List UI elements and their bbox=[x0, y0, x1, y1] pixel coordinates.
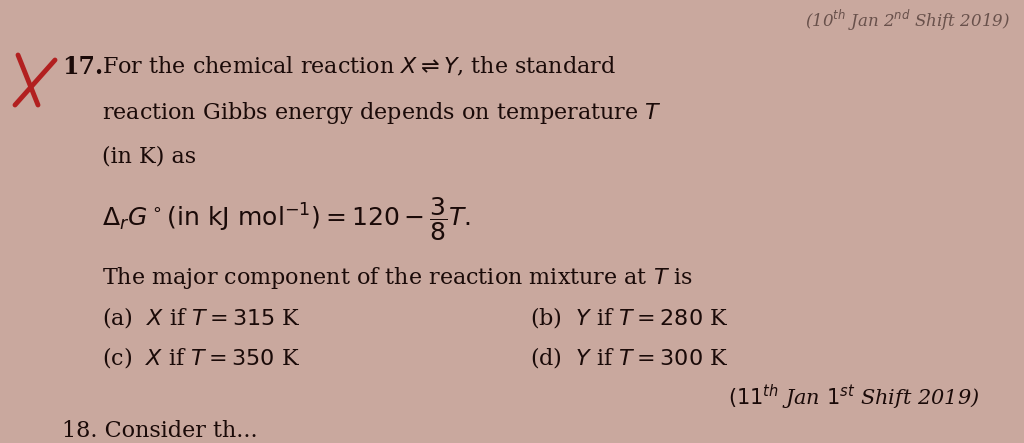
Text: (b)  $Y$ if $T = 280$ K: (b) $Y$ if $T = 280$ K bbox=[530, 305, 728, 330]
Text: 18. Consider th...: 18. Consider th... bbox=[62, 420, 258, 442]
Text: $\Delta_r G^\circ\mathrm{(in\ kJ\ mol^{-1})} = 120 - \dfrac{3}{8}T.$: $\Delta_r G^\circ\mathrm{(in\ kJ\ mol^{-… bbox=[102, 195, 471, 243]
Text: reaction Gibbs energy depends on temperature $T$: reaction Gibbs energy depends on tempera… bbox=[102, 100, 662, 126]
Text: For the chemical reaction $X \rightleftharpoons Y$, the standard: For the chemical reaction $X \rightlefth… bbox=[102, 55, 616, 78]
Text: The major component of the reaction mixture at $T$ is: The major component of the reaction mixt… bbox=[102, 265, 693, 291]
Text: (d)  $Y$ if $T = 300$ K: (d) $Y$ if $T = 300$ K bbox=[530, 345, 728, 370]
Text: 17.: 17. bbox=[62, 55, 103, 79]
Text: $(11^{th}$ Jan $1^{st}$ Shift 2019): $(11^{th}$ Jan $1^{st}$ Shift 2019) bbox=[728, 383, 980, 412]
Text: (a)  $X$ if $T = 315$ K: (a) $X$ if $T = 315$ K bbox=[102, 305, 301, 330]
Text: (c)  $X$ if $T = 350$ K: (c) $X$ if $T = 350$ K bbox=[102, 345, 300, 370]
Text: (10$^{th}$ Jan 2$^{nd}$ Shift 2019): (10$^{th}$ Jan 2$^{nd}$ Shift 2019) bbox=[805, 8, 1010, 33]
Text: (in K) as: (in K) as bbox=[102, 145, 197, 167]
